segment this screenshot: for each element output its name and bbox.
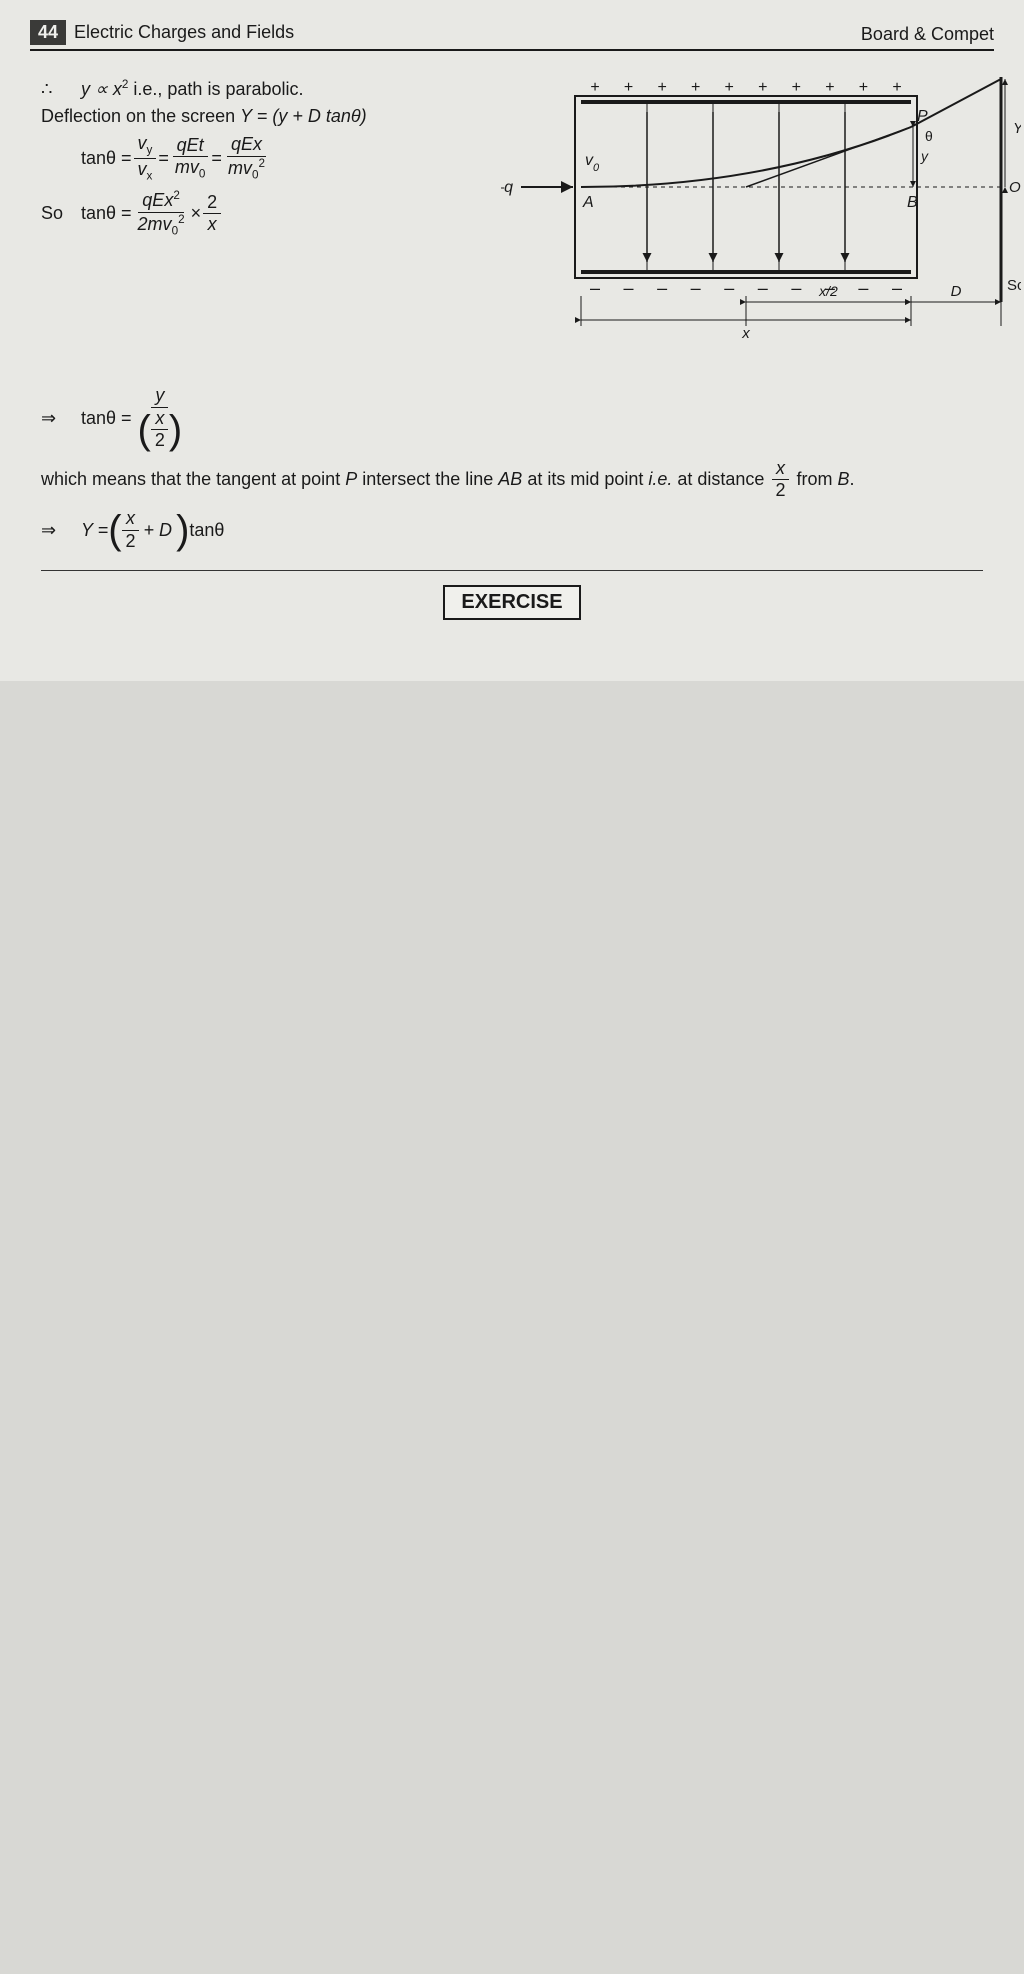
svg-text:–: – (724, 278, 734, 298)
svg-text:+: + (657, 79, 666, 96)
math-column: ∴ y ∝ x2 i.e., path is parabolic. Deflec… (41, 72, 481, 244)
svg-text:x/2: x/2 (818, 283, 838, 299)
deflection-figure: ++++++++++–––––––––––qv0APθyBScreenOYxx/… (501, 72, 1021, 372)
fraction-qex-mv02: qEx mv02 (224, 134, 269, 182)
content-box: ∴ y ∝ x2 i.e., path is parabolic. Deflec… (41, 72, 983, 571)
svg-text:–: – (590, 278, 600, 298)
figure-container: ++++++++++–––––––––––qv0APθyBScreenOYxx/… (501, 72, 1021, 377)
svg-text:+: + (892, 79, 901, 96)
line-explanation: which means that the tangent at point P … (41, 458, 983, 502)
fraction-qet-mv0: qEt mv0 (171, 135, 210, 182)
fraction-2-x: 2 x (203, 192, 221, 236)
line-parabolic: ∴ y ∝ x2 i.e., path is parabolic. (41, 78, 481, 100)
svg-text:O: O (1009, 179, 1021, 196)
svg-text:–: – (624, 278, 634, 298)
page-number: 44 (30, 20, 66, 45)
svg-text:–q: –q (501, 179, 513, 196)
svg-text:+: + (825, 79, 834, 96)
svg-text:+: + (624, 79, 633, 96)
fraction-x-2-inline: x 2 (771, 458, 789, 502)
page-header: 44 Electric Charges and Fields Board & C… (30, 20, 994, 51)
svg-text:–: – (691, 278, 701, 298)
svg-text:+: + (758, 79, 767, 96)
header-left: 44 Electric Charges and Fields (30, 20, 294, 45)
svg-text:+: + (691, 79, 700, 96)
svg-text:D: D (951, 283, 962, 300)
svg-text:Screen: Screen (1007, 277, 1021, 294)
fraction-qex2-2mv02: qEx2 2mv02 (134, 189, 189, 238)
fraction-y-xover2: y ( x 2 ) (134, 385, 187, 452)
svg-text:P: P (917, 108, 928, 125)
svg-text:Y: Y (1013, 120, 1021, 137)
svg-text:–: – (858, 278, 868, 298)
line-implies-tan: ⇒ tanθ = y ( x 2 ) (41, 385, 983, 452)
page: 44 Electric Charges and Fields Board & C… (0, 0, 1024, 681)
paren-group: ( x 2 + D ) (108, 508, 189, 552)
svg-text:θ: θ (925, 128, 933, 144)
line-final-Y: ⇒ Y = ( x 2 + D ) tanθ (41, 508, 983, 552)
board-label: Board & Compet (861, 24, 994, 45)
content-region: ∴ y ∝ x2 i.e., path is parabolic. Deflec… (30, 61, 994, 641)
top-row: ∴ y ∝ x2 i.e., path is parabolic. Deflec… (41, 72, 983, 377)
line-tan1: tanθ = vy vx = qEt mv0 = qEx mv02 (41, 133, 481, 183)
svg-text:v0: v0 (585, 152, 600, 174)
svg-text:B: B (907, 194, 918, 211)
mid-lines: ⇒ tanθ = y ( x 2 ) (41, 385, 983, 552)
svg-text:–: – (791, 278, 801, 298)
svg-text:–: – (892, 278, 902, 298)
line-deflection: Deflection on the screen Y = (y + D tanθ… (41, 106, 481, 127)
svg-text:+: + (725, 79, 734, 96)
line-so: So tanθ = qEx2 2mv02 × 2 x (41, 189, 481, 238)
chapter-title: Electric Charges and Fields (74, 22, 294, 43)
svg-text:–: – (758, 278, 768, 298)
svg-text:+: + (859, 79, 868, 96)
svg-text:+: + (792, 79, 801, 96)
svg-text:+: + (590, 79, 599, 96)
exercise-heading-row: EXERCISE (41, 585, 983, 620)
exercise-heading: EXERCISE (443, 585, 580, 620)
svg-text:y: y (920, 148, 929, 164)
svg-text:A: A (582, 194, 594, 211)
fraction-vy-vx: vy vx (134, 133, 157, 183)
svg-text:x: x (741, 325, 750, 342)
svg-text:–: – (657, 278, 667, 298)
therefore-symbol: ∴ (41, 79, 81, 100)
